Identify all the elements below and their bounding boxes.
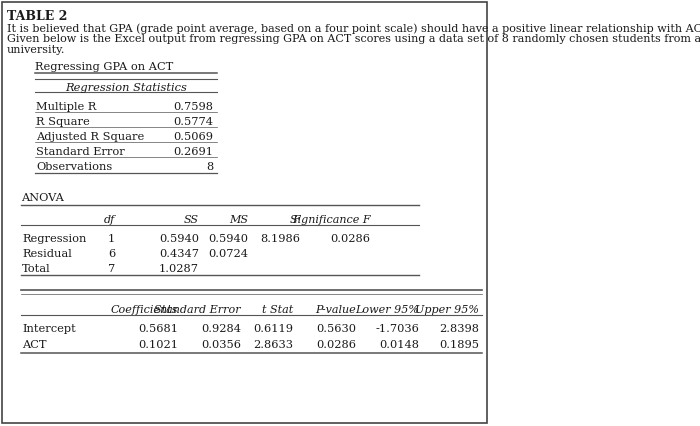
Text: Standard Error: Standard Error <box>155 304 241 314</box>
Text: 0.5069: 0.5069 <box>173 132 213 142</box>
Text: Regressing GPA on ACT: Regressing GPA on ACT <box>35 62 173 72</box>
Text: SS: SS <box>184 215 199 225</box>
Text: F: F <box>293 215 300 225</box>
Text: 2.8398: 2.8398 <box>439 323 480 333</box>
Text: 0.5940: 0.5940 <box>159 233 199 243</box>
Text: 0.1895: 0.1895 <box>439 339 480 349</box>
Text: 0.0356: 0.0356 <box>201 339 241 349</box>
Text: university.: university. <box>7 45 65 55</box>
Text: Given below is the Excel output from regressing GPA on ACT scores using a data s: Given below is the Excel output from reg… <box>7 34 700 44</box>
Text: Significance F: Significance F <box>290 215 370 225</box>
Text: 6: 6 <box>108 248 116 259</box>
Text: df: df <box>104 215 116 225</box>
Text: Intercept: Intercept <box>22 323 76 333</box>
Text: 0.4347: 0.4347 <box>159 248 199 259</box>
Text: 8.1986: 8.1986 <box>260 233 300 243</box>
Text: 0.2691: 0.2691 <box>173 147 213 157</box>
Text: Residual: Residual <box>22 248 72 259</box>
Text: Upper 95%: Upper 95% <box>415 304 480 314</box>
Text: 1.0287: 1.0287 <box>159 263 199 273</box>
Text: 0.0286: 0.0286 <box>316 339 356 349</box>
Text: Observations: Observations <box>36 161 113 172</box>
Text: Multiple R: Multiple R <box>36 102 97 112</box>
Text: Coefficients: Coefficients <box>111 304 178 314</box>
Text: 7: 7 <box>108 263 116 273</box>
Text: 0.5940: 0.5940 <box>208 233 248 243</box>
Text: Standard Error: Standard Error <box>36 147 125 157</box>
Text: P-value: P-value <box>316 304 356 314</box>
Text: 8: 8 <box>206 161 213 172</box>
Text: 0.5774: 0.5774 <box>173 117 213 127</box>
Text: 0.9284: 0.9284 <box>201 323 241 333</box>
Text: 0.7598: 0.7598 <box>173 102 213 112</box>
Text: MS: MS <box>229 215 248 225</box>
Text: Lower 95%: Lower 95% <box>355 304 419 314</box>
Text: -1.7036: -1.7036 <box>375 323 419 333</box>
Text: ACT: ACT <box>22 339 47 349</box>
Text: TABLE 2: TABLE 2 <box>7 10 67 23</box>
Text: 0.1021: 0.1021 <box>138 339 178 349</box>
Text: Regression Statistics: Regression Statistics <box>65 83 187 93</box>
Text: 0.5630: 0.5630 <box>316 323 356 333</box>
Text: Regression: Regression <box>22 233 87 243</box>
Text: Adjusted R Square: Adjusted R Square <box>36 132 145 142</box>
Text: 0.0286: 0.0286 <box>330 233 370 243</box>
Text: 0.6119: 0.6119 <box>253 323 293 333</box>
Text: R Square: R Square <box>36 117 90 127</box>
Text: 2.8633: 2.8633 <box>253 339 293 349</box>
Text: t Stat: t Stat <box>262 304 293 314</box>
Text: Total: Total <box>22 263 51 273</box>
Text: ANOVA: ANOVA <box>21 193 64 202</box>
Text: 0.0148: 0.0148 <box>379 339 419 349</box>
Text: 0.0724: 0.0724 <box>208 248 248 259</box>
Text: 1: 1 <box>108 233 116 243</box>
Text: 0.5681: 0.5681 <box>138 323 178 333</box>
Text: It is believed that GPA (grade point average, based on a four point scale) shoul: It is believed that GPA (grade point ave… <box>7 23 700 34</box>
